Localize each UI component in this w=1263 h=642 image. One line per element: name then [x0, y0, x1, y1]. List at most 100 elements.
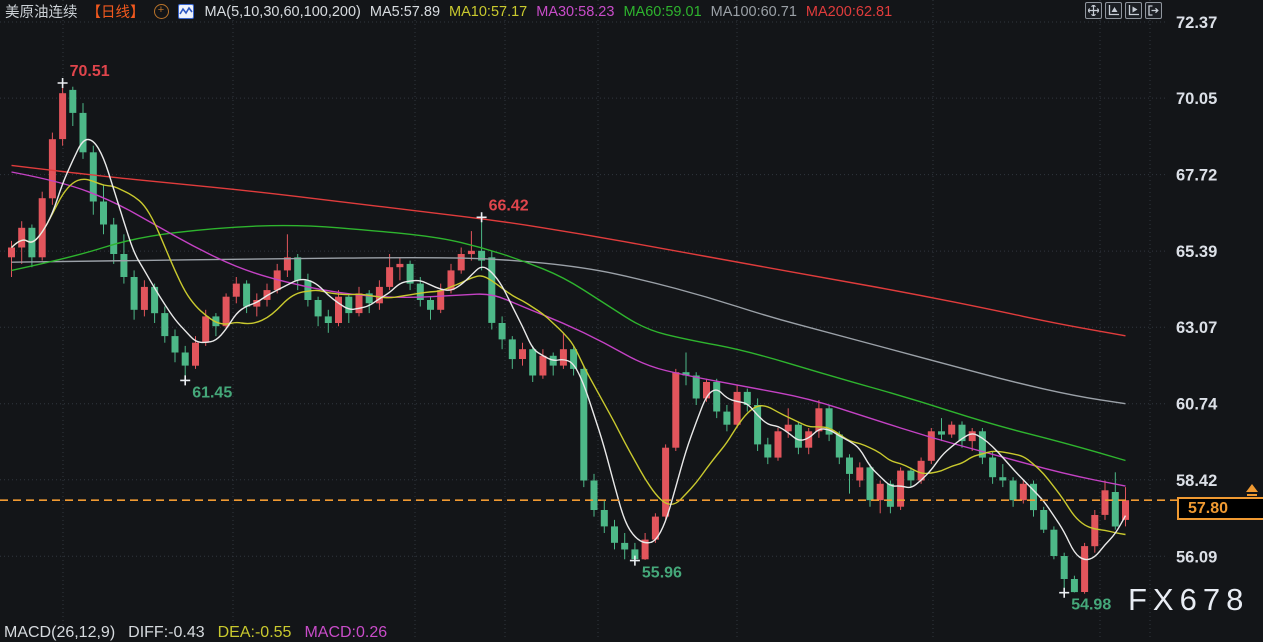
macd-param-label: MACD(26,12,9)	[4, 624, 116, 641]
candle-body	[18, 227, 26, 248]
candle-body	[1040, 510, 1048, 530]
zoom-y-axis-button[interactable]	[1105, 2, 1122, 19]
candle-body	[999, 477, 1007, 481]
candle-body	[140, 286, 148, 310]
candle-body	[723, 411, 731, 425]
chart-toolbar	[1085, 2, 1162, 19]
candle-body	[866, 467, 874, 501]
candle-body	[774, 431, 782, 458]
fx678-watermark: FX678	[1128, 582, 1250, 617]
candle-body	[89, 152, 97, 202]
candle-body	[294, 257, 302, 281]
pan-right-button[interactable]	[1145, 2, 1162, 19]
candle-body	[457, 254, 465, 271]
ma200-line	[11, 164, 1126, 337]
candle-body	[621, 542, 629, 550]
candle-body	[304, 280, 312, 300]
y-axis-label: 72.37	[1176, 14, 1217, 32]
period-label[interactable]: 【日线】	[86, 5, 145, 21]
candle-body	[498, 323, 506, 340]
candle-body	[631, 549, 639, 560]
extreme-cross-marker	[476, 212, 487, 223]
candle-body	[427, 300, 434, 310]
candle-body	[805, 431, 813, 448]
current-price-box: 57.80	[1177, 497, 1263, 520]
candle-body	[1009, 480, 1017, 501]
candle-body	[590, 480, 598, 510]
candle-body	[938, 431, 945, 435]
candle-body	[69, 89, 77, 113]
candle-body	[437, 290, 445, 310]
candle-body	[202, 316, 210, 343]
candle-body	[38, 198, 46, 258]
candle-body	[416, 283, 424, 300]
candle-body	[600, 510, 608, 527]
candle-body	[897, 470, 905, 507]
candle-body	[120, 254, 128, 277]
candle-body	[835, 434, 843, 458]
candle-body	[283, 257, 291, 271]
dea-value: DEA:-0.55	[217, 624, 292, 641]
mini-chart-icon	[177, 4, 194, 19]
candle-body	[1122, 500, 1129, 520]
candle-body	[1060, 556, 1068, 579]
candle-body	[181, 352, 189, 366]
add-indicator-icon[interactable]: +	[153, 4, 169, 19]
candle-body	[743, 391, 751, 405]
candle-body	[375, 286, 383, 304]
zoom-x-axis-button[interactable]	[1125, 2, 1142, 19]
candle-body	[467, 250, 475, 255]
candle-body	[641, 539, 649, 560]
candle-body	[508, 339, 516, 360]
ma10-value: MA10:57.17	[449, 3, 528, 20]
candle-body	[570, 349, 578, 369]
candle-body	[345, 296, 353, 314]
candle-body	[1101, 490, 1109, 515]
extreme-cross-marker	[1059, 587, 1070, 598]
candle-body	[1091, 515, 1099, 547]
candle-body	[488, 257, 496, 323]
candle-body	[406, 263, 414, 284]
candle-body	[386, 267, 394, 287]
candle-body	[253, 300, 261, 307]
y-axis-label: 70.05	[1176, 90, 1217, 108]
candle-body	[478, 250, 486, 261]
candle-body	[682, 372, 690, 376]
ma5-value: MA5:57.89	[369, 3, 441, 20]
candle-body	[958, 424, 966, 442]
candle-body	[243, 283, 251, 307]
ma30-value: MA30:58.23	[536, 3, 615, 20]
candle-body	[713, 382, 721, 412]
candle-body	[703, 382, 710, 399]
candle-body	[365, 293, 373, 304]
candle-body	[314, 300, 322, 317]
candle-body	[764, 444, 772, 458]
candle-body	[151, 286, 159, 314]
ma200-value: MA200:62.81	[805, 3, 893, 20]
crosshair-tool-button[interactable]	[1085, 2, 1102, 19]
extreme-cross-marker	[57, 78, 68, 88]
ma-params-label: MA(5,10,30,60,100,200)	[204, 3, 361, 20]
candle-body	[692, 375, 700, 399]
y-axis-label: 65.39	[1176, 243, 1217, 261]
price-annotation: 54.98	[1071, 597, 1111, 614]
price-annotation: 61.45	[192, 384, 232, 401]
candle-body	[672, 372, 680, 448]
candle-body	[917, 460, 925, 481]
candle-body	[1070, 579, 1078, 593]
candle-body	[611, 526, 618, 543]
extreme-cross-marker	[180, 375, 191, 386]
candle-body	[733, 391, 741, 425]
macd-value: MACD:0.26	[304, 624, 388, 641]
candle-body	[519, 349, 526, 359]
ma100-line	[11, 257, 1126, 405]
candle-body	[161, 313, 169, 337]
candle-body	[130, 277, 138, 310]
ma30-line	[11, 171, 1126, 487]
candle-body	[1019, 483, 1027, 501]
candle-body	[222, 296, 230, 327]
jump-to-latest-icon[interactable]	[1244, 484, 1260, 502]
candle-body	[1030, 483, 1037, 511]
